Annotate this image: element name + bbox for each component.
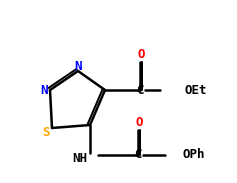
- Text: O: O: [137, 48, 145, 61]
- Text: C: C: [134, 148, 142, 162]
- Text: NH: NH: [73, 152, 87, 165]
- Text: C: C: [136, 83, 144, 96]
- Text: N: N: [74, 61, 82, 74]
- Text: N: N: [40, 83, 48, 96]
- Text: OEt: OEt: [185, 83, 208, 96]
- Text: O: O: [135, 115, 143, 128]
- Text: S: S: [42, 126, 50, 139]
- Text: OPh: OPh: [183, 148, 205, 162]
